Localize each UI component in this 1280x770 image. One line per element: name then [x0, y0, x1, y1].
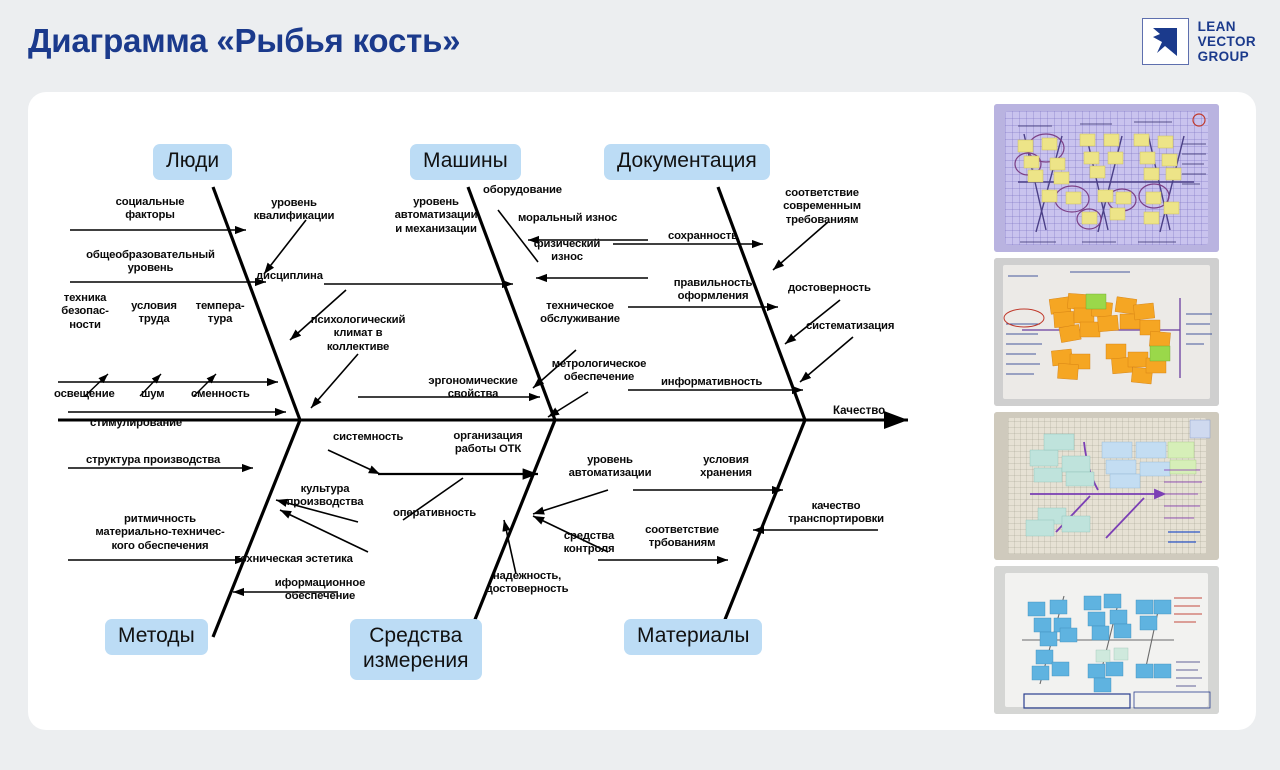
cause-text: средства контроля — [563, 530, 615, 556]
cause-text: социальные факторы — [115, 196, 185, 222]
logo-line-1: LEAN — [1197, 18, 1236, 34]
cause-text: эргономические свойства — [428, 375, 518, 401]
cause-text: оборудование — [483, 184, 562, 196]
cause-text: техническая эстетика — [235, 553, 353, 565]
cause-text: иформационное обеспечение — [274, 577, 366, 603]
cause-text: физический износ — [533, 238, 601, 264]
category-label-methods[interactable]: Методы — [105, 619, 208, 655]
effect-label: Качество — [833, 405, 886, 417]
cause-text: освещение — [54, 388, 115, 400]
cause-text: техническое обслуживание — [540, 300, 620, 326]
cause-text: культура производства — [286, 483, 364, 509]
cause-text: уровень автоматизации и механизации — [394, 196, 478, 235]
cause-text: оперативность — [393, 507, 476, 519]
photo-thumbnail[interactable] — [994, 258, 1219, 406]
cause-text: сохранность — [668, 230, 738, 242]
cause-text: сменность — [191, 388, 250, 400]
brand-logo: LEAN VECTOR GROUP — [1141, 18, 1256, 65]
cause-text: правильность оформления — [673, 277, 753, 303]
cause-text: темпера- тура — [195, 300, 245, 326]
content-card: Люди Машины Документация Методы Средства… — [28, 92, 1256, 730]
category-label-documentation[interactable]: Документация — [604, 144, 770, 180]
photo-thumbnail-strip — [966, 100, 1246, 725]
cause-text: надежность, достоверность — [485, 570, 569, 596]
category-label-measurement[interactable]: Средства измерения — [350, 619, 482, 680]
cause-text: условия труда — [131, 300, 177, 326]
cause-text: условия хранения — [700, 454, 752, 480]
cause-text: моральный износ — [518, 212, 618, 224]
cause-text: достоверность — [788, 282, 871, 294]
cause-text: общеобразовательный уровень — [86, 249, 215, 275]
cause-text: шум — [141, 388, 165, 400]
cause-text: ритмичность материально-техничес- кого о… — [95, 513, 225, 552]
page-title: Диаграмма «Рыбья кость» — [28, 22, 461, 59]
photo-thumbnail[interactable] — [994, 566, 1219, 714]
photo-thumbnail[interactable] — [994, 412, 1219, 560]
cause-text: информативность — [661, 376, 763, 388]
fishbone-bones — [58, 186, 908, 638]
fishbone-diagram: Люди Машины Документация Методы Средства… — [28, 92, 958, 730]
cause-text: качество транспортировки — [788, 500, 884, 526]
photo-thumbnail[interactable] — [994, 104, 1219, 252]
cause-text: структура производства — [86, 454, 221, 466]
logo-wordmark: LEAN VECTOR GROUP — [1198, 19, 1256, 65]
category-label-people[interactable]: Люди — [153, 144, 233, 180]
logo-arrow-mark-icon — [1141, 18, 1189, 65]
category-label-materials[interactable]: Материалы — [624, 619, 763, 655]
cause-text: метрологическое обеспечение — [551, 358, 647, 384]
cause-text: психологический климат в коллективе — [310, 314, 406, 353]
cause-text: техника безопас- ности — [61, 292, 109, 331]
logo-line-3: GROUP — [1197, 49, 1250, 65]
cause-text: соответствие трбованиям — [645, 524, 719, 550]
cause-text: дисциплина — [256, 270, 323, 282]
cause-text: уровень автоматизации — [568, 454, 652, 480]
cause-text: системность — [333, 431, 404, 443]
cause-text: соответствие современным требованиям — [783, 187, 861, 226]
logo-line-2: VECTOR — [1197, 33, 1256, 49]
cause-text: систематизация — [806, 320, 895, 332]
cause-text: уровень квалификации — [253, 197, 335, 223]
cause-text: организация работы ОТК — [453, 430, 523, 456]
cause-text: стимулирование — [90, 417, 183, 429]
category-label-machines[interactable]: Машины — [410, 144, 521, 180]
